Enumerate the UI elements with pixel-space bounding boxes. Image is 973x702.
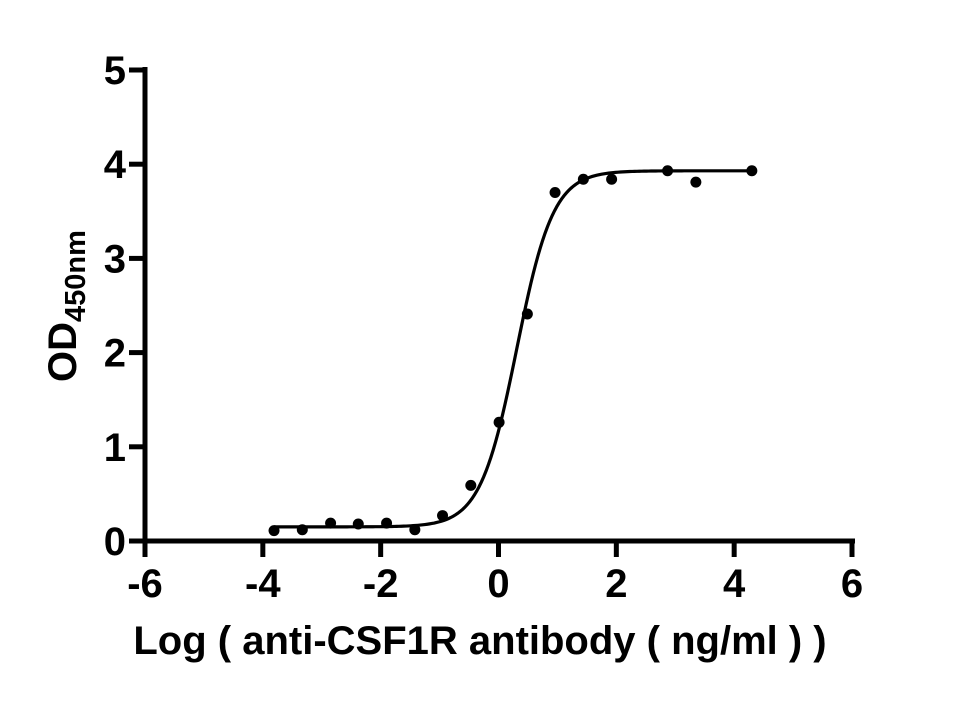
data-point [549,186,561,198]
data-point [381,517,393,529]
data-point [662,165,674,177]
x-axis-ticks: -6 -4 -2 0 2 4 6 [127,541,863,606]
y-tick-label: 0 [104,520,126,564]
x-tick-label: 2 [605,562,627,606]
x-axis-title: Log ( anti-CSF1R antibody ( ng/ml ) ) [133,619,826,663]
data-point [437,510,449,522]
data-point [606,173,618,185]
x-tick-label: 0 [487,562,509,606]
data-point [577,173,589,185]
y-tick-label: 5 [104,49,126,93]
axes [142,67,855,544]
x-tick-label: -4 [245,562,281,606]
y-tick-label: 3 [104,237,126,281]
fit-curve [274,169,751,529]
y-tick-label: 4 [104,143,127,187]
x-tick-label: 6 [841,562,863,606]
data-point [465,479,477,491]
y-tick-label: 2 [104,332,126,376]
x-tick-label: -2 [363,562,399,606]
data-point [746,165,758,177]
data-point [521,308,533,320]
data-points [268,165,758,537]
y-axis-title-main: OD [41,322,85,382]
x-tick-label: 4 [723,562,746,606]
data-point [268,525,280,537]
data-point [409,524,421,536]
y-axis-title: OD450nm [41,230,92,382]
x-tick-label: -6 [127,562,163,606]
data-point [493,416,505,428]
y-tick-label: 1 [104,426,126,470]
y-axis-title-subscript: 450nm [60,230,92,322]
data-point [325,517,337,529]
y-axis-ticks: 0 1 2 3 4 5 [104,49,145,564]
data-point [352,518,364,530]
data-point [690,176,702,188]
data-point [296,524,308,536]
